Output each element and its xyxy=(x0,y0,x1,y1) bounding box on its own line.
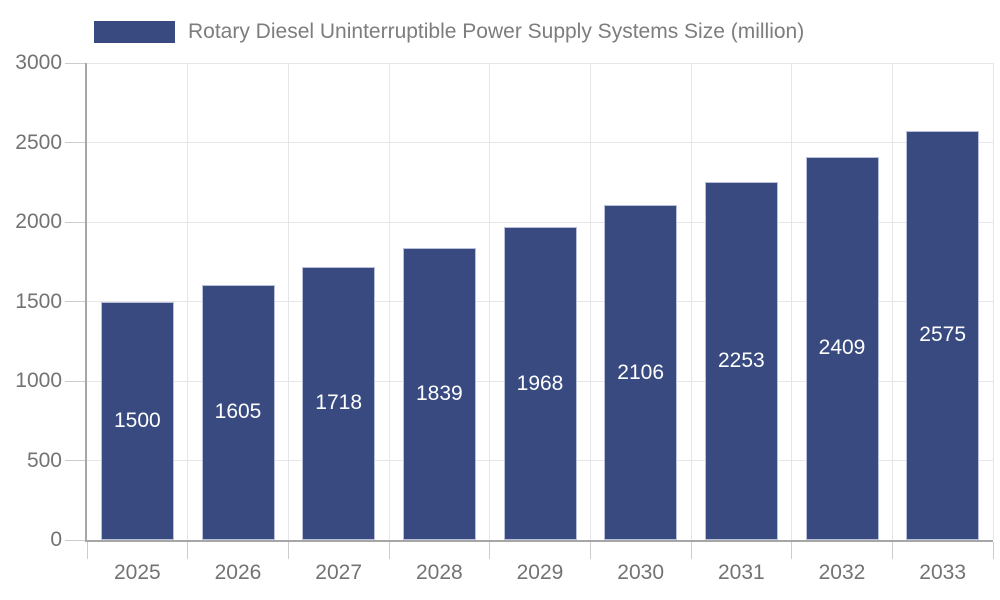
gridline-vertical xyxy=(589,63,591,540)
x-axis-label-2026: 2026 xyxy=(214,561,262,584)
gridline-vertical xyxy=(791,63,793,540)
gridline-horizontal xyxy=(87,62,993,64)
x-axis-tick xyxy=(489,542,491,559)
gridline-vertical xyxy=(690,63,692,540)
y-axis-tick-label: 500 xyxy=(26,448,62,472)
legend-swatch[interactable] xyxy=(94,21,175,43)
y-axis-tick xyxy=(65,380,85,382)
bar-2025[interactable]: 1500 xyxy=(100,301,174,540)
bar-value-label: 1718 xyxy=(315,391,363,415)
y-axis-tick xyxy=(65,221,85,223)
bar-2031[interactable]: 2253 xyxy=(704,181,778,540)
x-axis-label-2032: 2032 xyxy=(818,561,866,584)
y-axis-tick-label: 3000 xyxy=(15,51,62,74)
x-axis-label-2030: 2030 xyxy=(617,561,665,584)
bar-value-label: 1500 xyxy=(113,408,161,432)
bar-value-label: 1968 xyxy=(516,371,564,395)
bar-2029[interactable]: 1968 xyxy=(503,227,577,540)
bar-value-label: 1605 xyxy=(214,400,262,424)
plot-area: 0 500 1000 1500 2000 2500 3000 1500 2025 1605 2026… xyxy=(15,51,994,584)
x-axis-tick xyxy=(690,542,692,559)
bar-2028[interactable]: 1839 xyxy=(402,247,476,540)
bar-value-label: 2106 xyxy=(617,360,665,384)
bar-value-label: 2575 xyxy=(919,323,967,347)
bar-2032[interactable]: 2409 xyxy=(805,156,879,540)
y-axis-tick xyxy=(65,142,85,143)
x-axis-label-2031: 2031 xyxy=(717,561,765,584)
x-axis-tick xyxy=(589,542,591,559)
gridline-vertical xyxy=(891,63,893,540)
y-axis-line xyxy=(85,63,87,542)
y-axis-tick-label: 2000 xyxy=(15,210,62,233)
legend[interactable]: Rotary Diesel Uninterruptible Power Supp… xyxy=(94,15,804,49)
x-axis-tick xyxy=(287,542,289,559)
y-axis-tick xyxy=(65,460,85,461)
gridline-vertical xyxy=(489,63,491,540)
gridline-horizontal xyxy=(87,142,993,143)
x-axis-label-2025: 2025 xyxy=(113,561,161,584)
x-axis-tick xyxy=(86,542,88,559)
x-axis-tick xyxy=(891,542,893,559)
bar-value-label: 2409 xyxy=(818,336,866,360)
bar-2026[interactable]: 1605 xyxy=(201,284,275,540)
x-axis-label-2028: 2028 xyxy=(415,561,463,584)
y-axis-tick xyxy=(65,62,85,64)
x-axis-label-2033: 2033 xyxy=(919,561,967,584)
gridline-vertical xyxy=(287,63,289,540)
legend-label: Rotary Diesel Uninterruptible Power Supp… xyxy=(188,20,805,43)
y-axis-tick-label: 1500 xyxy=(15,289,62,313)
gridline-horizontal xyxy=(87,221,993,223)
x-axis-line xyxy=(85,540,993,542)
x-axis-label-2027: 2027 xyxy=(315,561,363,584)
x-axis-tick xyxy=(992,542,994,559)
gridline-vertical xyxy=(992,63,994,540)
bar-2027[interactable]: 1718 xyxy=(302,266,376,540)
x-axis-tick xyxy=(791,542,793,559)
bar-value-label: 2253 xyxy=(717,348,765,372)
y-axis-tick-label: 1000 xyxy=(15,369,62,392)
x-axis-tick xyxy=(388,542,390,559)
bar-value-label: 1839 xyxy=(415,381,463,405)
gridline-vertical xyxy=(388,63,390,540)
y-axis-tick xyxy=(65,301,85,302)
y-axis-tick-label: 0 xyxy=(50,528,62,551)
bar-2030[interactable]: 2106 xyxy=(604,205,678,540)
bar-2033[interactable]: 2575 xyxy=(906,130,980,540)
x-axis-tick xyxy=(187,542,189,559)
y-axis-tick xyxy=(65,539,85,541)
x-axis-label-2029: 2029 xyxy=(516,561,564,584)
y-axis-tick-label: 2500 xyxy=(15,130,62,154)
gridline-vertical xyxy=(187,63,189,540)
